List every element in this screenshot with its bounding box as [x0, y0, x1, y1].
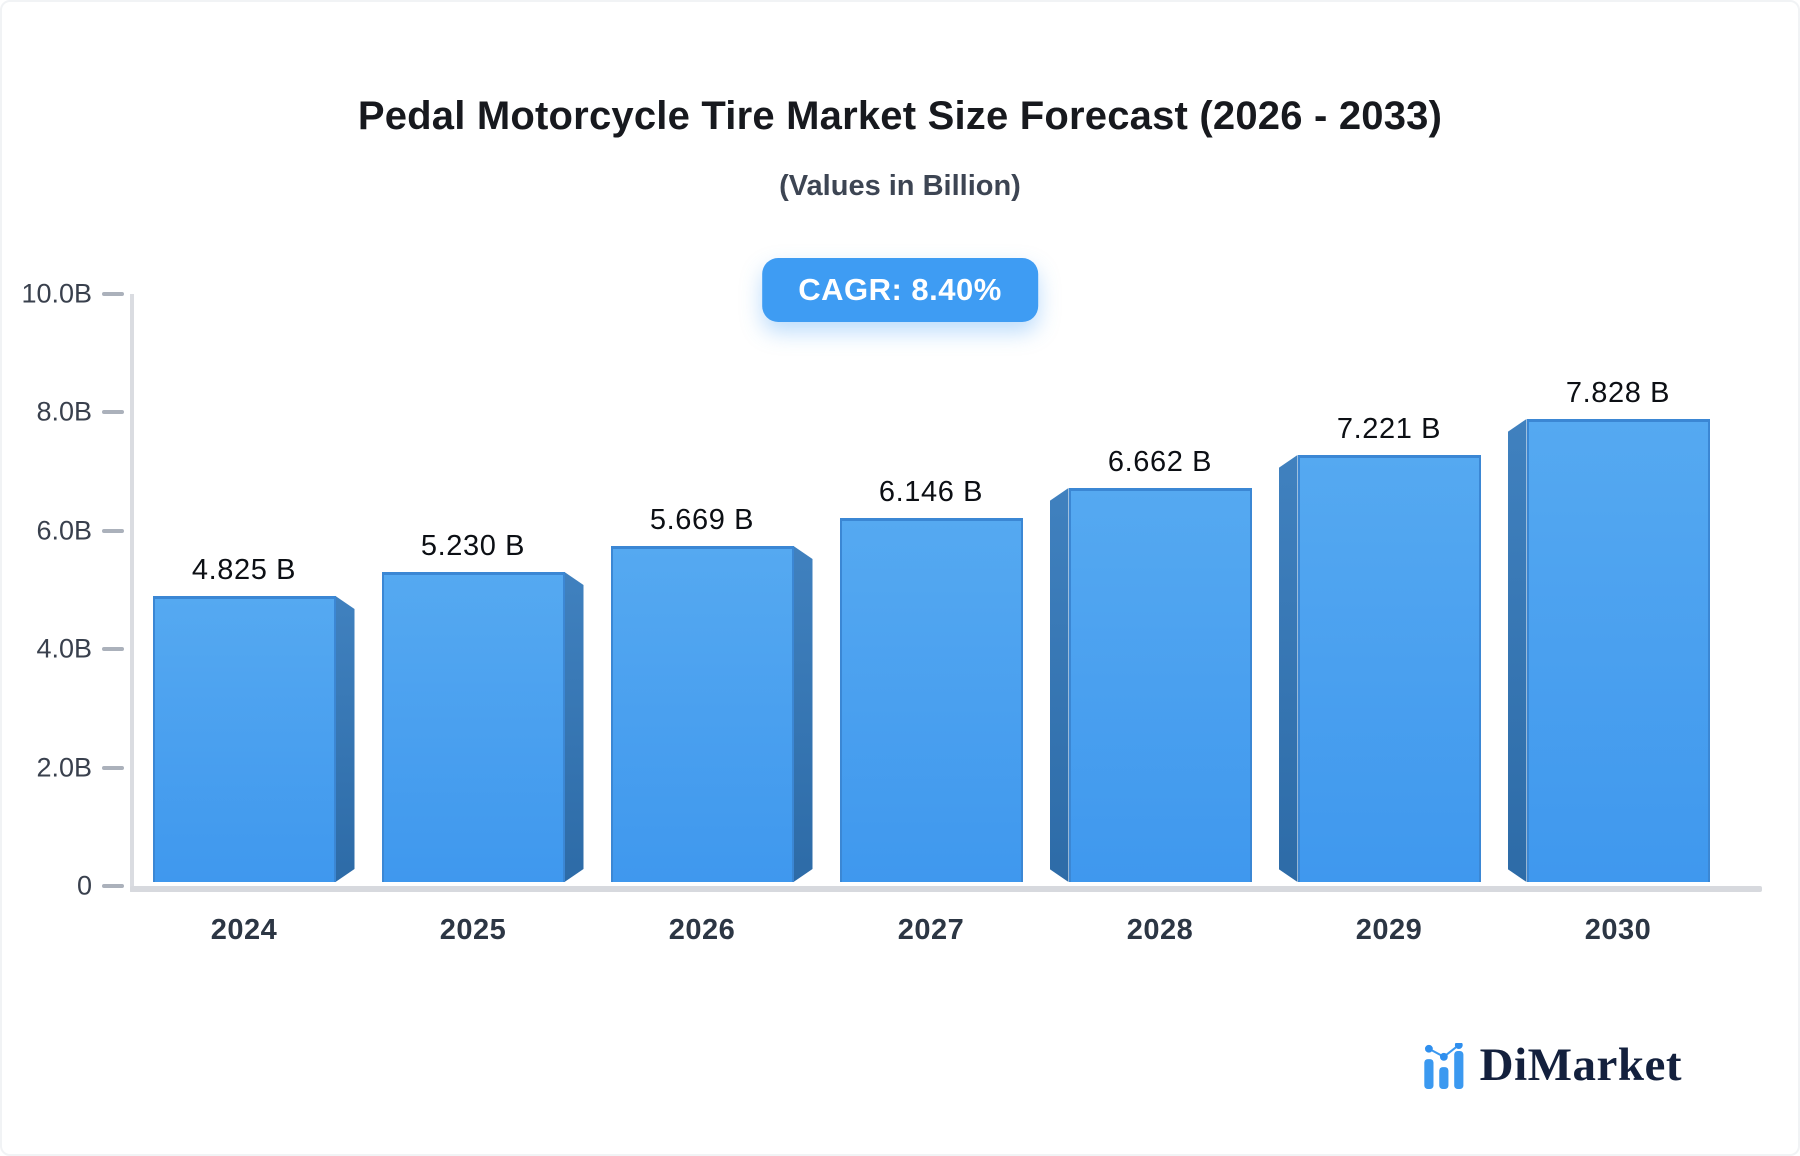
bar	[1297, 455, 1481, 882]
dimarket-wordmark: DiMarket	[1479, 1039, 1682, 1091]
y-tick-label: 2.0B	[36, 752, 92, 783]
y-tick-dash	[102, 884, 124, 888]
y-axis	[130, 294, 134, 892]
bar-side-face	[565, 572, 584, 882]
y-tick-dash	[102, 765, 124, 770]
y-tick-dash	[102, 410, 124, 415]
dimarket-logo: DiMarket	[1423, 1039, 1682, 1091]
y-tick-dash	[102, 292, 124, 296]
y-tick-label: 4.0B	[36, 633, 92, 664]
y-tick-label: 8.0B	[36, 396, 92, 427]
bar	[610, 546, 794, 882]
bar	[1526, 419, 1710, 882]
bar-side-face	[336, 596, 355, 882]
bar-chart-logo-icon	[1423, 1040, 1466, 1089]
cagr-badge: CAGR: 8.40%	[762, 258, 1038, 322]
chart-subtitle: (Values in Billion)	[779, 170, 1021, 202]
x-tick-label: 2029	[1355, 914, 1423, 946]
bar-value-label: 6.146 B	[878, 476, 984, 508]
bar-value-label: 7.828 B	[1565, 377, 1671, 409]
bar	[839, 518, 1023, 882]
x-tick-label: 2027	[897, 914, 965, 946]
chart-title: Pedal Motorcycle Tire Market Size Foreca…	[357, 94, 1443, 138]
bar-side-face	[794, 546, 813, 882]
x-tick-label: 2025	[439, 914, 507, 946]
bar	[152, 596, 336, 882]
x-axis	[130, 886, 1762, 892]
bar-value-label: 5.230 B	[420, 530, 526, 562]
bar-side-face	[1050, 488, 1069, 882]
x-tick-label: 2026	[668, 914, 736, 946]
y-tick-label: 0	[76, 870, 92, 901]
x-tick-label: 2030	[1584, 914, 1652, 946]
bar-value-label: 5.669 B	[649, 504, 755, 536]
y-tick-dash	[102, 647, 124, 652]
bar	[1068, 488, 1252, 882]
bar-side-face	[1279, 455, 1298, 882]
y-tick-label: 10.0B	[21, 278, 92, 309]
bar-value-label: 7.221 B	[1336, 413, 1442, 445]
x-tick-label: 2024	[210, 914, 278, 946]
bar-value-label: 6.662 B	[1107, 446, 1213, 478]
bar	[381, 572, 565, 882]
y-tick-label: 6.0B	[36, 515, 92, 546]
bar-value-label: 4.825 B	[191, 554, 297, 586]
y-tick-dash	[102, 528, 124, 533]
bar-side-face	[1508, 419, 1527, 882]
x-tick-label: 2028	[1126, 914, 1194, 946]
